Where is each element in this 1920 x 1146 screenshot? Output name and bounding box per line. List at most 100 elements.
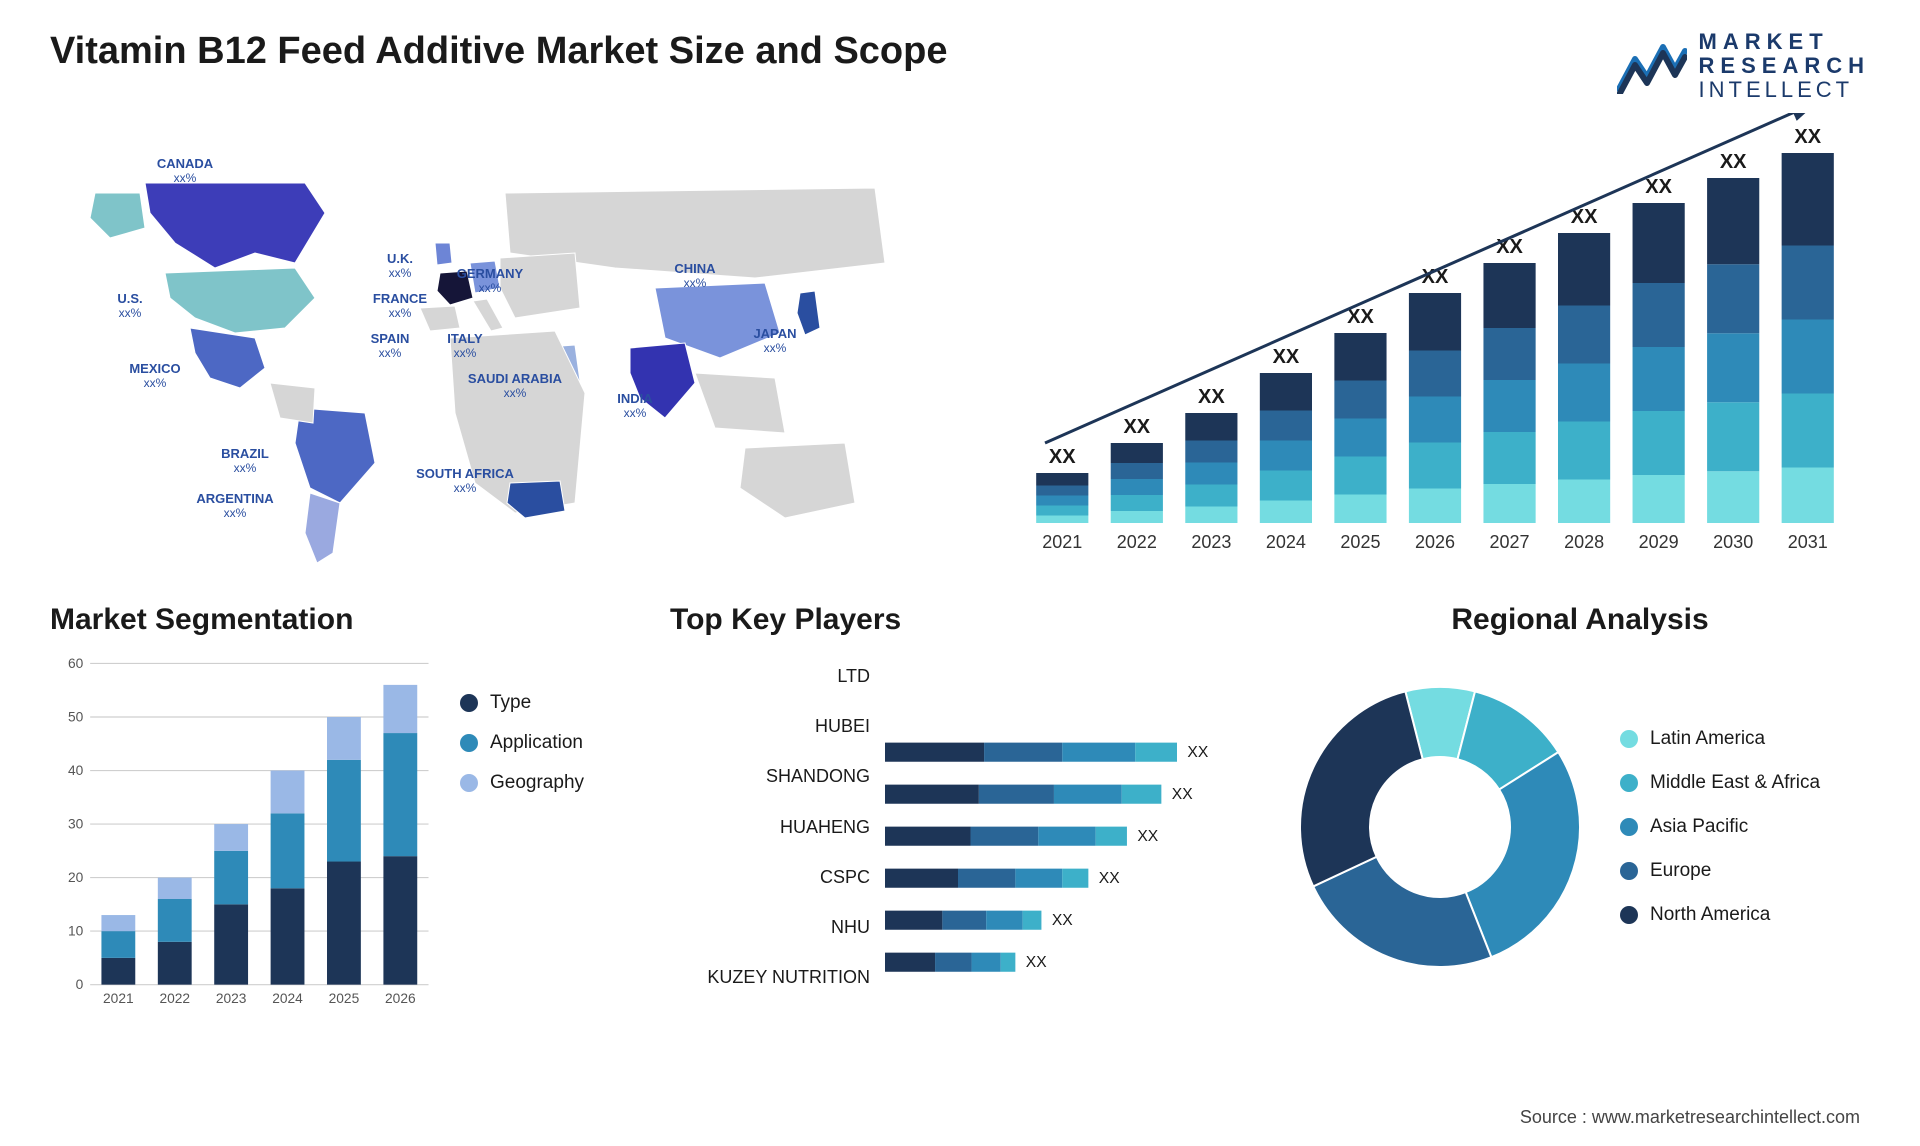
player-bar-seg	[971, 826, 1039, 845]
player-bar-seg	[984, 742, 1062, 761]
seg-x-tick: 2022	[159, 991, 190, 1006]
growth-bar-panel: XX2021XX2022XX2023XX2024XX2025XX2026XX20…	[980, 113, 1870, 573]
growth-bar-seg	[1483, 328, 1535, 380]
player-bar-seg	[1054, 784, 1122, 803]
player-bar-seg	[1135, 742, 1177, 761]
regional-legend-item: Middle East & Africa	[1620, 772, 1820, 794]
growth-bar-seg	[1111, 463, 1163, 479]
map-region-japan	[797, 291, 820, 335]
map-label-pct: xx%	[174, 171, 197, 185]
map-region-usa-ak	[90, 193, 145, 238]
map-label-pct: xx%	[379, 346, 402, 360]
player-bar-seg	[958, 868, 1015, 887]
growth-x-tick: 2027	[1490, 532, 1530, 552]
seg-bar-seg	[214, 824, 248, 851]
growth-bar-seg	[1707, 333, 1759, 402]
growth-x-tick: 2030	[1713, 532, 1753, 552]
players-panel: Top Key Players LTDHUBEISHANDONGHUAHENGC…	[670, 603, 1250, 1003]
player-bar-value: XX	[1172, 786, 1193, 803]
seg-bar-seg	[327, 861, 361, 984]
seg-bar-seg	[383, 684, 417, 732]
growth-bar-seg	[1782, 467, 1834, 523]
regional-title: Regional Analysis	[1290, 603, 1870, 637]
seg-y-tick: 0	[76, 977, 84, 992]
seg-bar-seg	[158, 877, 192, 898]
growth-bar-seg	[1633, 347, 1685, 411]
legend-label: Geography	[490, 772, 584, 794]
map-label-pct: xx%	[764, 341, 787, 355]
player-bar-seg	[1038, 826, 1095, 845]
growth-x-tick: 2026	[1415, 532, 1455, 552]
growth-x-tick: 2025	[1340, 532, 1380, 552]
growth-bar-seg	[1558, 421, 1610, 479]
brand-logo: MARKET RESEARCH INTELLECT	[1617, 30, 1870, 103]
page-title: Vitamin B12 Feed Additive Market Size an…	[50, 30, 948, 73]
regional-legend: Latin AmericaMiddle East & AfricaAsia Pa…	[1620, 728, 1820, 926]
growth-bar-seg	[1036, 495, 1088, 505]
map-label: U.K.	[387, 251, 413, 266]
regional-legend-item: Asia Pacific	[1620, 816, 1820, 838]
growth-bar-seg	[1707, 264, 1759, 333]
growth-x-tick: 2028	[1564, 532, 1604, 552]
map-region-uk	[435, 243, 452, 265]
seg-x-tick: 2024	[272, 991, 303, 1006]
player-bar-seg	[942, 910, 986, 929]
growth-bar-seg	[1782, 245, 1834, 319]
player-label: HUBEI	[670, 716, 870, 737]
seg-bar-seg	[101, 957, 135, 984]
segmentation-title: Market Segmentation	[50, 603, 630, 637]
regional-panel: Regional Analysis Latin AmericaMiddle Ea…	[1290, 603, 1870, 1003]
seg-y-tick: 50	[68, 709, 84, 724]
player-bar-seg	[979, 784, 1054, 803]
seg-bar-seg	[383, 856, 417, 984]
seg-legend-item: Application	[460, 732, 630, 754]
map-label: JAPAN	[753, 326, 796, 341]
growth-bar-seg	[1036, 515, 1088, 523]
growth-bar-seg	[1185, 506, 1237, 523]
growth-bar-seg	[1260, 440, 1312, 470]
map-label-pct: xx%	[684, 276, 707, 290]
growth-bar-seg	[1185, 413, 1237, 441]
player-label: SHANDONG	[670, 766, 870, 787]
map-label-pct: xx%	[144, 376, 167, 390]
seg-bar-seg	[214, 850, 248, 904]
map-region-italy	[473, 299, 503, 331]
growth-bar-seg	[1633, 283, 1685, 347]
growth-bar-seg	[1334, 456, 1386, 494]
growth-bar-seg	[1185, 484, 1237, 506]
player-label: LTD	[670, 666, 870, 687]
player-bar-seg	[885, 784, 979, 803]
player-bar-seg	[1023, 910, 1042, 929]
growth-bar-seg	[1185, 440, 1237, 462]
growth-bar-seg	[1633, 475, 1685, 523]
growth-x-tick: 2022	[1117, 532, 1157, 552]
growth-bar-label: XX	[1198, 386, 1225, 408]
growth-bar-label: XX	[1645, 176, 1672, 198]
regional-donut	[1290, 677, 1590, 977]
logo-line3: INTELLECT	[1699, 78, 1870, 102]
segmentation-panel: Market Segmentation 01020304050602021202…	[50, 603, 630, 1003]
seg-x-tick: 2023	[216, 991, 247, 1006]
seg-bar-seg	[158, 941, 192, 984]
growth-x-tick: 2031	[1788, 532, 1828, 552]
player-bar-seg	[885, 868, 958, 887]
source-text: Source : www.marketresearchintellect.com	[1520, 1107, 1860, 1128]
seg-bar-seg	[327, 717, 361, 760]
map-label: SAUDI ARABIA	[468, 371, 563, 386]
player-bar-value: XX	[1187, 744, 1208, 761]
player-bar-seg	[885, 826, 971, 845]
map-label-pct: xx%	[119, 306, 142, 320]
growth-bar-label: XX	[1123, 416, 1150, 438]
growth-bar-seg	[1782, 393, 1834, 467]
player-bar-value: XX	[1026, 954, 1047, 971]
growth-bar-seg	[1409, 350, 1461, 396]
player-bar-value: XX	[1099, 870, 1120, 887]
map-region-argentina	[305, 493, 340, 563]
growth-bar-seg	[1111, 479, 1163, 495]
growth-bar-seg	[1707, 178, 1759, 264]
map-label: GERMANY	[457, 266, 524, 281]
seg-bar-seg	[271, 770, 305, 813]
map-region-usa	[165, 268, 315, 333]
growth-bar-seg	[1633, 411, 1685, 475]
seg-bar-seg	[271, 813, 305, 888]
